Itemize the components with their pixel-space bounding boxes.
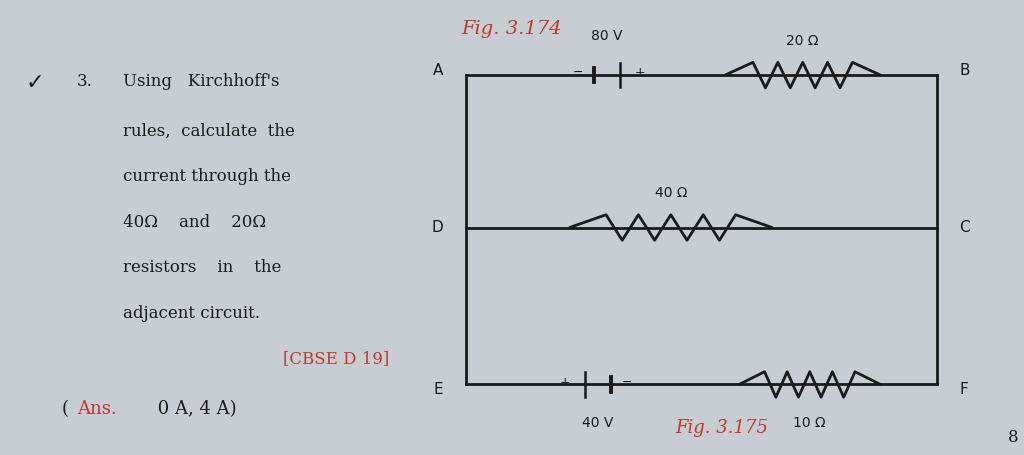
Text: 40 Ω: 40 Ω xyxy=(654,186,687,200)
Text: +: + xyxy=(559,375,570,389)
Text: resistors    in    the: resistors in the xyxy=(123,259,282,276)
Text: 0 A, 4 A): 0 A, 4 A) xyxy=(152,400,237,419)
Text: 3.: 3. xyxy=(77,73,93,90)
Text: Ans.: Ans. xyxy=(77,400,117,419)
Text: adjacent circuit.: adjacent circuit. xyxy=(123,305,260,322)
Text: current through the: current through the xyxy=(123,168,291,185)
Text: D: D xyxy=(432,220,443,235)
Text: 40 V: 40 V xyxy=(582,416,613,430)
Text: A: A xyxy=(433,63,443,78)
Text: Fig. 3.175: Fig. 3.175 xyxy=(676,419,768,437)
Text: 20 Ω: 20 Ω xyxy=(786,34,819,48)
Text: ✓: ✓ xyxy=(26,73,44,93)
Text: 40Ω    and    20Ω: 40Ω and 20Ω xyxy=(123,214,266,231)
Text: rules,  calculate  the: rules, calculate the xyxy=(123,123,295,140)
Text: 8: 8 xyxy=(1009,429,1019,446)
Text: C: C xyxy=(959,220,970,235)
Text: −: − xyxy=(572,66,583,79)
Text: [CBSE D 19]: [CBSE D 19] xyxy=(283,350,389,367)
Text: (: ( xyxy=(61,400,69,419)
Text: 80 V: 80 V xyxy=(592,29,623,43)
Text: F: F xyxy=(959,382,969,396)
Text: B: B xyxy=(959,63,970,78)
Text: E: E xyxy=(434,382,443,396)
Text: −: − xyxy=(622,375,633,389)
Text: Using   Kirchhoff's: Using Kirchhoff's xyxy=(123,73,280,90)
Text: Fig. 3.174: Fig. 3.174 xyxy=(462,20,562,39)
Text: +: + xyxy=(635,66,646,79)
Text: 10 Ω: 10 Ω xyxy=(794,416,826,430)
